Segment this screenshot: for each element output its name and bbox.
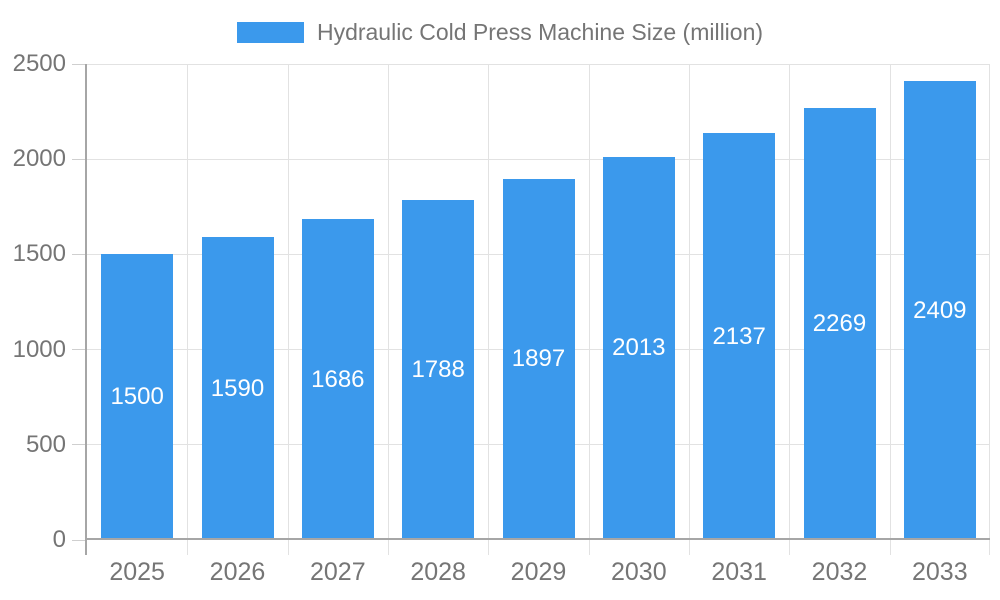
x-axis-labels: 2025 2026 2027 2028 2029 2030 2031 2032 2033 <box>0 556 1000 588</box>
y-axis-tick <box>72 253 87 255</box>
bar-value-label: 1788 <box>411 355 465 383</box>
bar-value-label: 2409 <box>913 296 967 324</box>
y-axis-line <box>85 64 87 555</box>
bar-value-label: 1590 <box>210 374 265 402</box>
bar[interactable]: 2269 <box>803 107 876 540</box>
x-gridline <box>488 64 489 555</box>
x-tick-label: 2029 <box>510 558 567 586</box>
bar[interactable]: 1590 <box>201 237 274 540</box>
plot-area: 1500 1590 1686 1788 1897 2013 2137 2269 2409 <box>72 63 990 555</box>
y-axis-tick <box>72 63 87 65</box>
x-gridline <box>989 64 990 555</box>
y-axis-tick <box>72 444 87 446</box>
y-axis-tick <box>72 539 87 541</box>
x-tick-label: 2031 <box>711 558 767 586</box>
x-axis-line <box>87 538 990 540</box>
bar[interactable]: 2409 <box>903 81 976 540</box>
y-tick-label: 1500 <box>12 240 66 268</box>
bar-value-label: 2269 <box>812 309 867 337</box>
x-tick-label: 2032 <box>811 558 868 586</box>
x-gridline <box>388 64 389 555</box>
bar[interactable]: 2137 <box>703 133 776 540</box>
x-gridline <box>288 64 289 555</box>
y-tick-label: 500 <box>25 430 66 458</box>
x-gridline <box>890 64 891 555</box>
bar-value-label: 1897 <box>511 345 566 373</box>
x-tick-label: 2033 <box>912 558 968 586</box>
y-tick-label: 1000 <box>12 335 66 363</box>
x-tick-label: 2025 <box>109 558 165 586</box>
y-gridline <box>87 63 990 65</box>
y-tick-label: 0 <box>52 526 66 553</box>
y-tick-label: 2000 <box>12 145 66 173</box>
bar-value-label: 1500 <box>110 383 164 411</box>
bar[interactable]: 1897 <box>502 178 575 540</box>
y-axis-tick <box>72 158 87 160</box>
x-gridline <box>789 64 790 555</box>
x-tick-label: 2026 <box>209 558 266 586</box>
x-gridline <box>689 64 690 555</box>
bar[interactable]: 1686 <box>301 219 374 540</box>
bar[interactable]: 1788 <box>402 199 475 540</box>
legend-label: Hydraulic Cold Press Machine Size (milli… <box>316 18 764 45</box>
y-gridline <box>87 158 990 160</box>
bar[interactable]: 1500 <box>101 254 174 540</box>
y-tick-label: 2500 <box>12 50 66 77</box>
y-axis-labels: 0 500 1000 1500 2000 2500 <box>0 0 66 600</box>
legend-swatch-icon <box>236 21 304 43</box>
legend[interactable]: Hydraulic Cold Press Machine Size (milli… <box>0 18 1000 46</box>
bar-value-label: 2013 <box>612 334 666 362</box>
x-tick-label: 2030 <box>611 558 667 586</box>
x-tick-label: 2028 <box>410 558 466 586</box>
x-gridline <box>187 64 188 555</box>
bar[interactable]: 2013 <box>602 156 675 540</box>
x-tick-label: 2027 <box>310 558 366 586</box>
bar-value-label: 2137 <box>712 322 766 350</box>
x-gridline <box>589 64 590 555</box>
y-axis-tick <box>72 349 87 351</box>
bar-value-label: 1686 <box>311 365 365 393</box>
